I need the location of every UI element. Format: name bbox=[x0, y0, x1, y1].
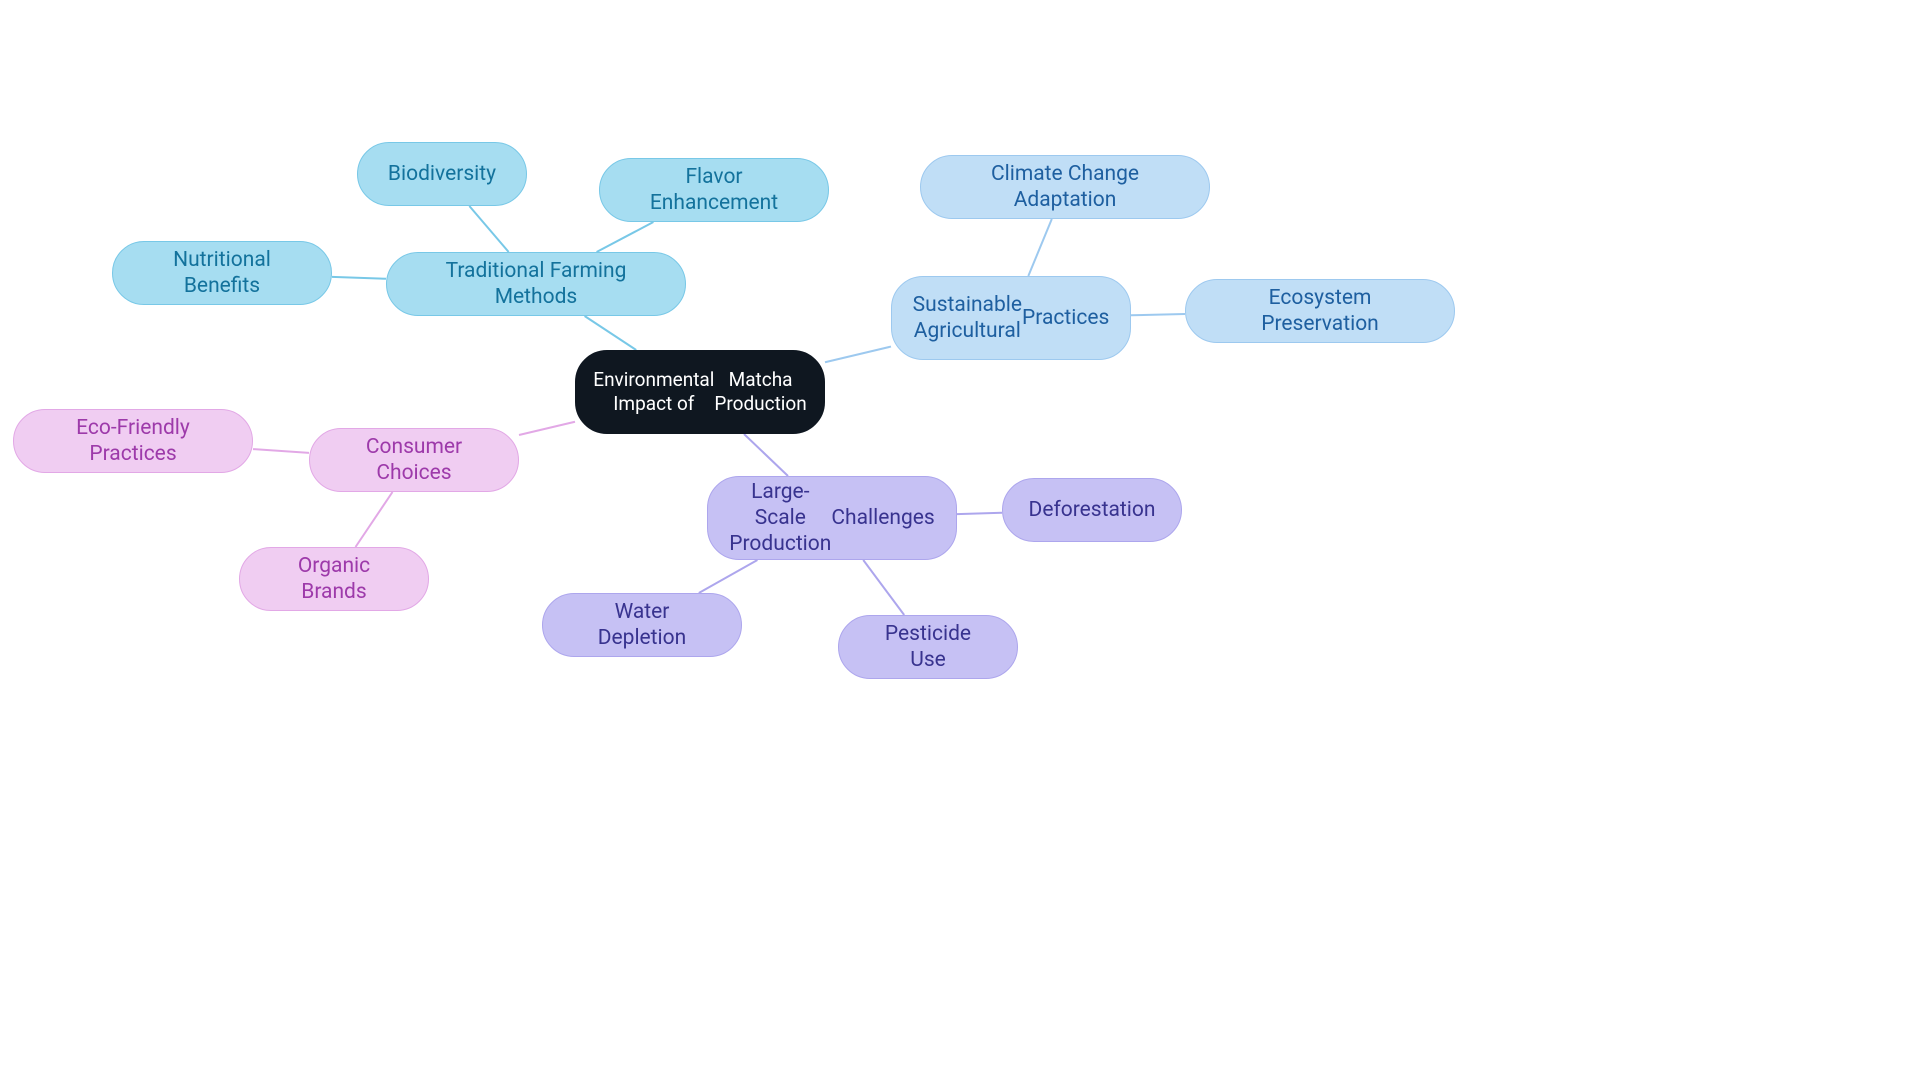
graph-node: Organic Brands bbox=[239, 547, 429, 611]
graph-edge bbox=[863, 560, 904, 615]
node-label-line: Matcha Production bbox=[714, 368, 806, 416]
node-label-line: Deforestation bbox=[1029, 497, 1156, 523]
node-label-line: Consumer Choices bbox=[340, 434, 488, 487]
graph-edge bbox=[699, 560, 758, 593]
node-label-line: Biodiversity bbox=[388, 161, 496, 187]
node-label-line: Organic Brands bbox=[270, 553, 398, 606]
graph-node: Pesticide Use bbox=[838, 615, 1018, 679]
node-label-line: Water Depletion bbox=[573, 599, 711, 652]
graph-edge bbox=[597, 222, 654, 252]
graph-edge bbox=[744, 434, 788, 476]
graph-node: Large-Scale ProductionChallenges bbox=[707, 476, 957, 560]
graph-edge bbox=[332, 277, 386, 279]
node-label-line: Sustainable Agricultural bbox=[913, 292, 1022, 345]
graph-edge bbox=[1131, 314, 1185, 315]
graph-node: Water Depletion bbox=[542, 593, 742, 657]
graph-node: Nutritional Benefits bbox=[112, 241, 332, 305]
node-label-line: Traditional Farming Methods bbox=[417, 258, 655, 311]
graph-node: Ecosystem Preservation bbox=[1185, 279, 1455, 343]
node-label-line: Challenges bbox=[831, 505, 934, 531]
graph-edge bbox=[825, 347, 891, 363]
graph-node: Sustainable AgriculturalPractices bbox=[891, 276, 1131, 360]
graph-node: Flavor Enhancement bbox=[599, 158, 829, 222]
root-node: Environmental Impact ofMatcha Production bbox=[575, 350, 825, 434]
node-label-line: Environmental Impact of bbox=[593, 368, 714, 416]
graph-node: Deforestation bbox=[1002, 478, 1182, 542]
node-label-line: Climate Change Adaptation bbox=[951, 161, 1179, 214]
node-label-line: Pesticide Use bbox=[869, 621, 987, 674]
node-label-line: Practices bbox=[1022, 305, 1109, 331]
graph-node: Biodiversity bbox=[357, 142, 527, 206]
graph-node: Consumer Choices bbox=[309, 428, 519, 492]
mindmap-canvas: Environmental Impact ofMatcha Production… bbox=[0, 0, 1920, 1083]
graph-edge bbox=[585, 316, 637, 350]
graph-edge bbox=[1028, 219, 1051, 276]
node-label-line: Eco-Friendly Practices bbox=[44, 415, 222, 468]
graph-edge bbox=[469, 206, 508, 252]
node-label-line: Large-Scale Production bbox=[729, 479, 831, 558]
graph-node: Eco-Friendly Practices bbox=[13, 409, 253, 473]
graph-node: Traditional Farming Methods bbox=[386, 252, 686, 316]
graph-edge bbox=[356, 492, 393, 547]
node-label-line: Nutritional Benefits bbox=[143, 247, 301, 300]
node-label-line: Ecosystem Preservation bbox=[1216, 285, 1424, 338]
node-label-line: Flavor Enhancement bbox=[630, 164, 798, 217]
graph-edge bbox=[519, 422, 575, 435]
graph-node: Climate Change Adaptation bbox=[920, 155, 1210, 219]
graph-edge bbox=[957, 513, 1002, 514]
graph-edge bbox=[253, 449, 309, 453]
